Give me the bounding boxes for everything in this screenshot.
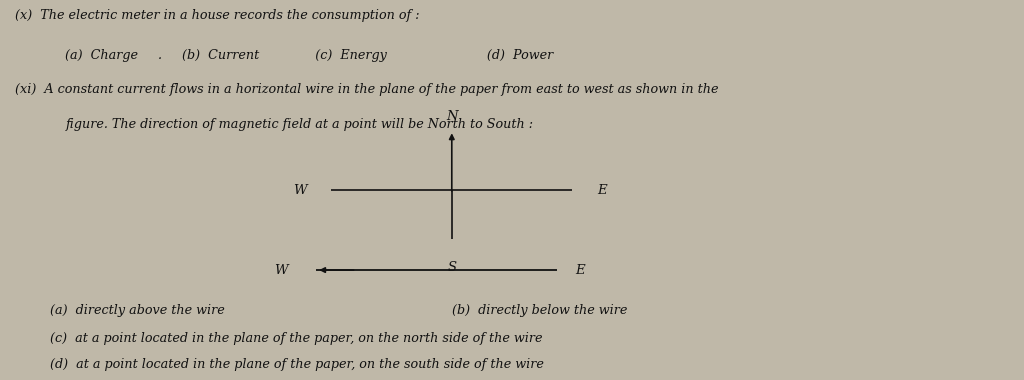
Text: (x)  The electric meter in a house records the consumption of :: (x) The electric meter in a house record…: [15, 10, 420, 22]
Text: W: W: [293, 184, 306, 196]
Text: (c)  at a point located in the plane of the paper, on the north side of the wire: (c) at a point located in the plane of t…: [50, 332, 543, 345]
Text: (a)  Charge     .     (b)  Current              (c)  Energy                     : (a) Charge . (b) Current (c) Energy: [66, 49, 554, 62]
Text: (xi)  A constant current flows in a horizontal wire in the plane of the paper fr: (xi) A constant current flows in a horiz…: [15, 84, 719, 97]
Text: E: E: [575, 264, 585, 277]
Text: (b)  directly below the wire: (b) directly below the wire: [452, 304, 627, 317]
Text: figure. The direction of magnetic field at a point will be North to South :: figure. The direction of magnetic field …: [66, 118, 534, 131]
Text: (d)  at a point located in the plane of the paper, on the south side of the wire: (d) at a point located in the plane of t…: [50, 358, 544, 371]
Text: (a)  directly above the wire: (a) directly above the wire: [50, 304, 225, 317]
Text: N: N: [446, 110, 458, 123]
Text: E: E: [597, 184, 607, 196]
Text: S: S: [447, 261, 457, 274]
Text: W: W: [274, 264, 288, 277]
